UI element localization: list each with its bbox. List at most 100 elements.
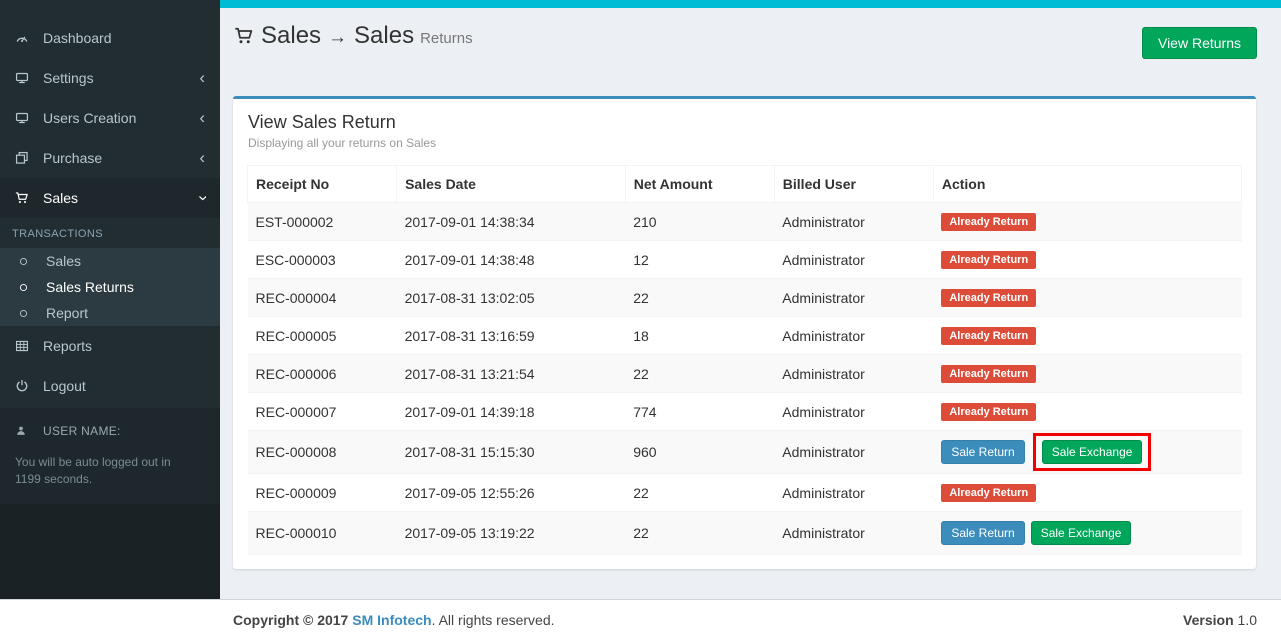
table-icon [15,339,35,353]
cell-receipt-no: REC-000009 [247,473,397,512]
sidebar-section-transactions: TRANSACTIONS [12,228,103,240]
sidebar-item-label: Logout [43,378,86,394]
returns-table-body: EST-000002 2017-09-01 14:38:34 210 Administ… [247,202,1242,555]
already-return-badge: Already Return [941,484,1037,502]
cell-net-amount: 774 [625,392,775,431]
dashboard-icon [15,31,35,45]
sidebar-item-dashboard[interactable]: Dashboard [0,18,220,58]
circle-icon [18,256,38,267]
version-label: Version [1183,611,1234,628]
copy-icon [15,151,35,165]
cell-action: Sale Return Sale Exchange [933,511,1242,555]
sidebar-item-label: Sales Returns [46,279,134,295]
sale-return-button[interactable]: Sale Return [941,521,1025,545]
sidebar-item-users-creation[interactable]: Users Creation ‹ [0,98,220,138]
column-receipt-no: Receipt No [246,165,398,203]
table-row: ESC-000003 2017-09-01 14:38:48 12 Administr… [247,240,1242,279]
cell-net-amount: 22 [625,473,775,512]
user-icon [15,425,35,437]
cart-icon [234,26,254,46]
panel-subtitle: Displaying all your returns on Sales [248,136,437,150]
cell-action: Already Return [933,316,1242,355]
cell-net-amount: 22 [625,354,775,393]
user-title: USER NAME: [15,424,205,438]
cell-billed-user: Administrator [774,202,934,241]
chevron-left-icon: ‹ [199,148,205,167]
cell-net-amount: 18 [625,316,775,355]
sidebar-item-label: Sales [46,253,82,269]
sidebar-item-logout[interactable]: Logout [0,366,220,406]
cell-net-amount: 960 [625,430,775,474]
cell-receipt-no: REC-000004 [247,278,397,317]
cell-billed-user: Administrator [774,354,934,393]
cell-billed-user: Administrator [774,511,934,555]
cell-net-amount: 22 [625,511,775,555]
cell-sales-date: 2017-09-05 12:55:26 [396,473,626,512]
page-title-second: Sales [354,22,415,49]
sale-exchange-button[interactable]: Sale Exchange [1030,521,1132,545]
footer: Copyright © 2017 SM Infotech. All rights… [0,599,1281,639]
cell-sales-date: 2017-09-05 13:19:22 [396,511,626,555]
already-return-badge: Already Return [941,403,1037,421]
sidebar-item-reports[interactable]: Reports [0,326,220,366]
sidebar-item-sales[interactable]: Sales ‹ [0,178,220,218]
copyright-suffix: . All rights reserved. [431,611,555,628]
column-action: Action [932,165,1243,203]
panel-header: View Sales Return Displaying all your re… [233,99,1256,159]
circle-icon [18,282,38,293]
copyright-year: Copyright © 2017 [233,611,349,628]
sidebar-item-sales-returns[interactable]: Sales Returns [0,274,220,300]
cell-sales-date: 2017-08-31 13:21:54 [396,354,626,393]
cell-action: Sale Return Sale Exchange [933,430,1242,474]
table-row: REC-000010 2017-09-05 13:19:22 22 Administr… [247,511,1242,555]
copyright-prefix: Copyright © 2017 SM Infotech [233,612,432,628]
cell-billed-user: Administrator [774,240,934,279]
already-return-badge: Already Return [941,251,1037,269]
panel-title: View Sales Return [248,112,396,132]
page-header: Sales → Sales Returns View Returns [220,8,1281,59]
view-returns-button[interactable]: View Returns [1141,27,1257,59]
cell-action: Already Return [933,240,1242,279]
arrow-right-icon: → [328,27,348,48]
column-sales-date: Sales Date [396,165,626,203]
copyright-text: Copyright © 2017 SM Infotech. All rights… [233,612,555,628]
already-return-badge: Already Return [941,289,1037,307]
cell-action: Already Return [933,473,1242,512]
sidebar-item-label: Purchase [43,150,103,166]
user-section: USER NAME: You will be auto logged out i… [0,408,220,504]
chevron-down-icon: ‹ [192,195,212,201]
company-link[interactable]: SM Infotech [352,611,432,628]
sidebar-item-purchase[interactable]: Purchase ‹ [0,138,220,178]
sidebar-item-label: Sales [43,190,79,206]
cell-action: Already Return [933,354,1242,393]
version-text: Version 1.0 [1183,612,1257,628]
cell-sales-date: 2017-08-31 13:02:05 [396,278,626,317]
sidebar-item-settings[interactable]: Settings ‹ [0,58,220,98]
chevron-left-icon: ‹ [199,68,205,87]
sidebar: Dashboard Settings ‹ Users Creation ‹ Purchas… [0,0,220,599]
column-net-amount: Net Amount [624,165,775,203]
page-title-sub: Returns [420,30,473,47]
sidebar-item-label: Settings [43,70,94,86]
page-title: Sales → Sales Returns [234,22,1257,50]
sidebar-item-sales[interactable]: Sales [0,248,220,274]
table-row: REC-000006 2017-08-31 13:21:54 22 Administr… [247,354,1242,393]
cell-sales-date: 2017-09-01 14:39:18 [396,392,626,431]
cell-net-amount: 210 [625,202,775,241]
table-row: REC-000008 2017-08-31 15:15:30 960 Administ… [247,430,1242,474]
cell-net-amount: 12 [625,240,775,279]
sidebar-item-label: Users Creation [43,110,137,126]
already-return-badge: Already Return [941,213,1037,231]
cell-sales-date: 2017-09-01 14:38:34 [396,202,626,241]
cell-sales-date: 2017-08-31 13:16:59 [396,316,626,355]
cell-receipt-no: EST-000002 [247,202,397,241]
sidebar-item-report[interactable]: Report [0,300,220,326]
sale-return-button[interactable]: Sale Return [941,440,1025,464]
main-content: Sales → Sales Returns View Returns View … [220,0,1281,599]
sidebar-item-label: Report [46,305,89,321]
monitor-icon [15,71,35,85]
sidebar-item-label: Dashboard [43,30,112,46]
sale-exchange-button[interactable]: Sale Exchange [1041,440,1143,465]
circle-icon [18,308,38,319]
sales-return-panel: View Sales Return Displaying all your re… [233,96,1256,569]
